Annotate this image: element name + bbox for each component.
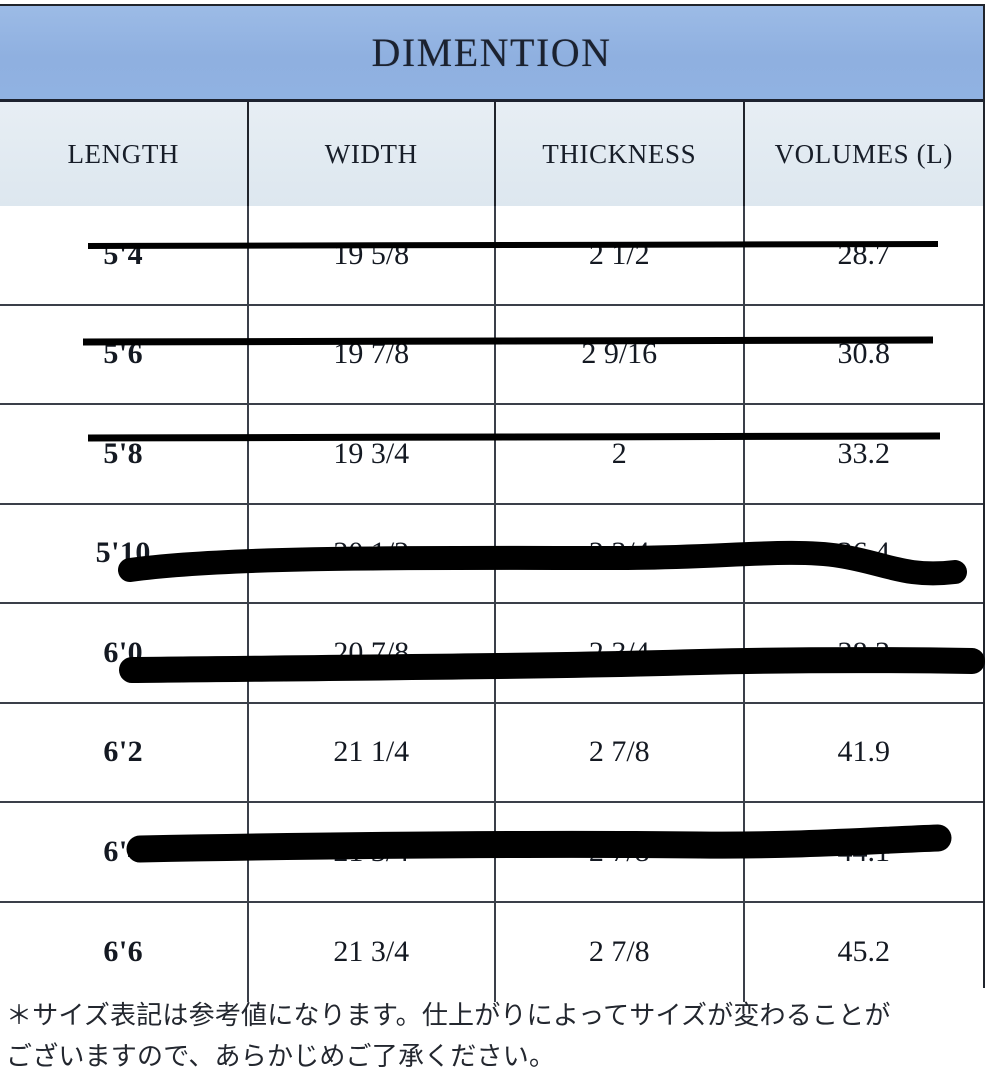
cell-volume: 38.3 [837, 635, 891, 669]
footnote-line-1: ＊サイズ表記は参考値になります。仕上がりによってサイズが変わることが [6, 1001, 891, 1031]
cell-volume: 33.2 [837, 436, 891, 470]
cell-length: 6'0 [0, 604, 249, 702]
table-row: 6'6 21 3/4 2 7/8 45.2 [0, 902, 983, 1002]
table-row: 5'4 19 5/8 2 1/2 28.7 [0, 206, 983, 306]
table-row: 6'4 21 3/4 2 7/8 44.1 [0, 803, 983, 903]
cell-length: 5'8 [0, 405, 249, 503]
column-header-thickness: THICKNESS [496, 102, 745, 206]
column-header-length: LENGTH [0, 102, 249, 206]
cell-width: 19 5/8 [249, 206, 496, 304]
cell-width: 20 1/2 [249, 504, 496, 602]
cell-length: 5'10 [0, 504, 249, 602]
cell-length: 6'2 [0, 703, 249, 801]
cell-thickness: 2 [496, 405, 745, 503]
cell-volume: 28.7 [837, 237, 891, 271]
cell-length: 5'6 [0, 305, 249, 403]
cell-width: 21 3/4 [249, 803, 496, 901]
cell-width: 19 3/4 [249, 405, 496, 503]
table-row: 5'10 20 1/2 2 3/4 36.4 [0, 504, 983, 604]
table-title-band: DIMENTION [0, 6, 983, 102]
cell-thickness: 2 7/8 [496, 803, 745, 901]
cell-volume: 45.2 [837, 935, 891, 969]
column-header-width: WIDTH [248, 102, 496, 206]
column-header-volumes: VOLUMES (L) [744, 102, 984, 206]
cell-thickness: 2 3/4 [496, 604, 745, 702]
cell-volume: 41.9 [837, 735, 891, 769]
cell-thickness: 2 3/4 [496, 504, 745, 602]
cell-thickness: 2 7/8 [496, 703, 745, 801]
table-row: 6'0 20 7/8 2 3/4 38.3 [0, 604, 983, 704]
dimension-table: DIMENTION LENGTH WIDTH THICKNESS VOLUMES… [0, 4, 985, 1002]
footnote-disclaimer: ＊サイズ表記は参考値になります。仕上がりによってサイズが変わることが ございます… [6, 996, 989, 1078]
cell-thickness: 2 9/16 [496, 305, 745, 403]
cell-length: 6'6 [0, 902, 249, 1002]
table-row: 5'8 19 3/4 2 33.2 [0, 405, 983, 505]
table-header-row: LENGTH WIDTH THICKNESS VOLUMES (L) [0, 102, 984, 208]
cell-width: 19 7/8 [249, 305, 496, 403]
page-title: DIMENTION [371, 30, 612, 75]
cell-length: 6'4 [0, 803, 249, 901]
cell-width: 21 1/4 [249, 703, 496, 801]
table-row: 6'2 21 1/4 2 7/8 41.9 [0, 703, 983, 803]
cell-thickness: 2 7/8 [496, 902, 745, 1002]
cell-width: 21 3/4 [249, 902, 496, 1002]
cell-volume: 30.8 [837, 337, 891, 371]
table-row: 5'6 19 7/8 2 9/16 30.8 [0, 305, 983, 405]
cell-volume: 36.4 [837, 536, 891, 570]
cell-volume: 44.1 [837, 834, 891, 868]
cell-length: 5'4 [0, 206, 249, 304]
cell-thickness: 2 1/2 [496, 206, 745, 304]
footnote-line-2: ございますので、あらかじめご了承ください。 [6, 1042, 556, 1072]
table-body: 5'4 19 5/8 2 1/2 28.7 5'6 19 7/8 2 9/16 … [0, 206, 983, 1002]
cell-width: 20 7/8 [249, 604, 496, 702]
